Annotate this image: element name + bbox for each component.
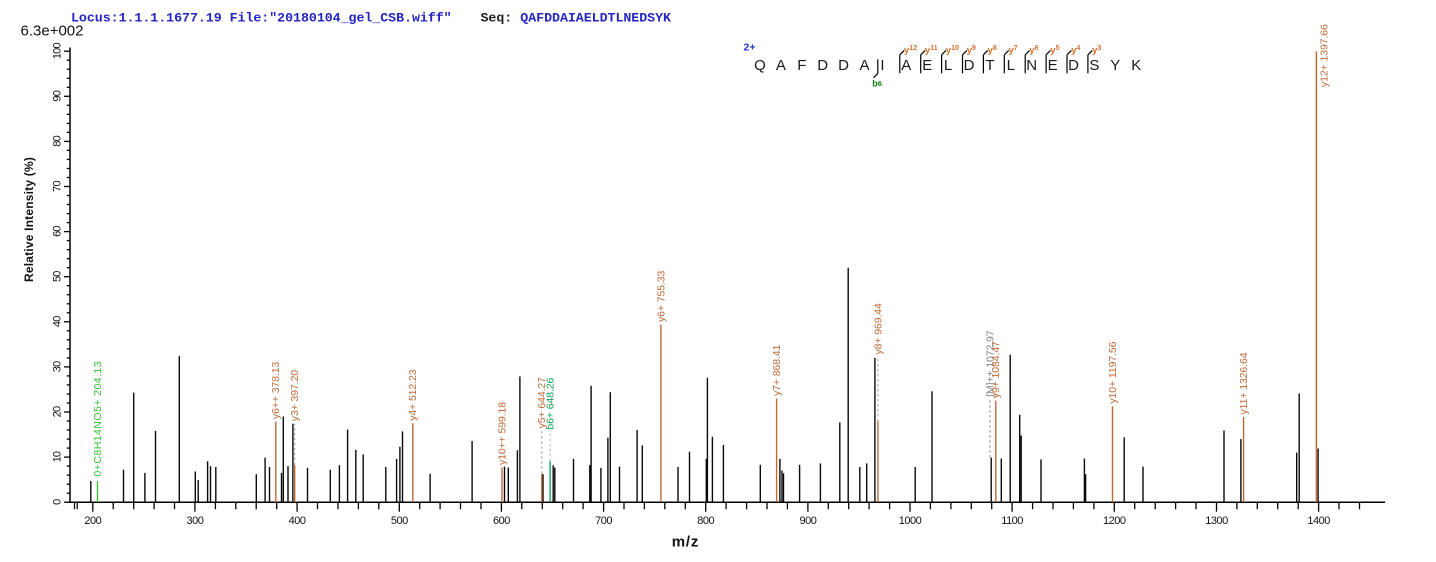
- svg-text:m/z: m/z: [672, 534, 699, 551]
- svg-text:100: 100: [52, 43, 64, 60]
- svg-text:y11+ 1326.64: y11+ 1326.64: [1238, 352, 1250, 414]
- svg-text:S: S: [1089, 57, 1099, 74]
- svg-text:y6: y6: [1029, 45, 1038, 56]
- svg-text:I: I: [880, 57, 884, 74]
- svg-text:E: E: [1048, 57, 1058, 74]
- svg-text:30: 30: [52, 361, 64, 372]
- svg-text:40: 40: [52, 316, 64, 327]
- svg-text:y8: y8: [988, 45, 997, 56]
- svg-text:Locus:1.1.1.1677.19 File:"2018: Locus:1.1.1.1677.19 File:"20180104_gel_C…: [71, 11, 452, 26]
- svg-text:N: N: [1026, 57, 1037, 74]
- svg-text:0: 0: [52, 499, 64, 505]
- svg-text:F: F: [797, 57, 806, 74]
- svg-text:y10+ 1197.56: y10+ 1197.56: [1107, 341, 1119, 403]
- svg-text:900: 900: [799, 515, 816, 527]
- svg-text:y10: y10: [946, 45, 959, 56]
- svg-text:y7: y7: [1009, 45, 1018, 56]
- svg-text:b6: b6: [872, 79, 882, 89]
- svg-text:300: 300: [186, 515, 203, 527]
- svg-text:y9+ 1084.47: y9+ 1084.47: [990, 341, 1002, 398]
- svg-text:b6+ 648.26: b6+ 648.26: [545, 377, 557, 429]
- svg-text:D: D: [1068, 57, 1079, 74]
- svg-text:10: 10: [52, 451, 64, 462]
- svg-text:y7+ 868.41: y7+ 868.41: [771, 344, 783, 396]
- svg-text:200: 200: [84, 515, 101, 527]
- svg-text:y9: y9: [967, 45, 976, 56]
- svg-text:y3: y3: [1092, 45, 1101, 56]
- svg-text:y4+ 512.23: y4+ 512.23: [407, 369, 419, 421]
- svg-text:1400: 1400: [1307, 515, 1330, 527]
- svg-text:1300: 1300: [1205, 515, 1228, 527]
- svg-text:2+: 2+: [744, 42, 756, 54]
- svg-text:E: E: [922, 57, 932, 74]
- svg-text:Seq:: Seq:: [481, 11, 513, 26]
- svg-text:D: D: [964, 57, 975, 74]
- svg-text:y10++ 599.18: y10++ 599.18: [496, 402, 508, 465]
- svg-text:L: L: [1007, 57, 1015, 74]
- svg-text:y5: y5: [1050, 45, 1059, 56]
- svg-text:700: 700: [595, 515, 612, 527]
- svg-text:D: D: [817, 57, 828, 74]
- svg-text:D: D: [838, 57, 849, 74]
- svg-text:y4: y4: [1071, 45, 1080, 56]
- svg-text:Q: Q: [754, 57, 766, 74]
- svg-text:Y: Y: [1110, 57, 1120, 74]
- svg-text:90: 90: [52, 90, 64, 101]
- svg-text:A: A: [859, 57, 869, 74]
- svg-text:QAFDDAIAELDTLNEDSYK: QAFDDAIAELDTLNEDSYK: [520, 11, 671, 26]
- svg-text:70: 70: [52, 181, 64, 192]
- svg-text:y12: y12: [904, 45, 917, 56]
- svg-text:A: A: [776, 57, 786, 74]
- svg-text:500: 500: [391, 515, 408, 527]
- svg-text:y11: y11: [925, 45, 938, 56]
- svg-text:0+C8H14NO5+ 204.13: 0+C8H14NO5+ 204.13: [92, 361, 104, 477]
- svg-text:1000: 1000: [899, 515, 922, 527]
- svg-text:1100: 1100: [1001, 515, 1023, 527]
- svg-text:y3+ 397.20: y3+ 397.20: [289, 370, 301, 422]
- svg-text:6.3e+002: 6.3e+002: [21, 23, 84, 40]
- svg-text:20: 20: [52, 406, 64, 417]
- svg-text:400: 400: [289, 515, 306, 527]
- svg-text:Relative Intensity (%): Relative Intensity (%): [22, 157, 36, 282]
- svg-text:A: A: [901, 57, 911, 74]
- svg-text:y6+ 755.33: y6+ 755.33: [655, 270, 667, 322]
- svg-text:800: 800: [697, 515, 714, 527]
- svg-text:y8+ 969.44: y8+ 969.44: [872, 303, 884, 355]
- svg-text:600: 600: [493, 515, 510, 527]
- svg-text:K: K: [1131, 57, 1141, 74]
- svg-text:y5+ 644.27: y5+ 644.27: [536, 377, 548, 429]
- svg-text:y12+ 1397.66: y12+ 1397.66: [1319, 24, 1331, 87]
- svg-text:T: T: [985, 57, 994, 74]
- svg-text:L: L: [944, 57, 952, 74]
- svg-text:50: 50: [52, 271, 64, 282]
- svg-text:1200: 1200: [1103, 515, 1126, 527]
- svg-text:y6++ 378.13: y6++ 378.13: [270, 361, 282, 419]
- svg-text:60: 60: [52, 226, 64, 237]
- svg-text:[M]++ 1072.97: [M]++ 1072.97: [984, 330, 996, 397]
- svg-text:80: 80: [52, 135, 64, 146]
